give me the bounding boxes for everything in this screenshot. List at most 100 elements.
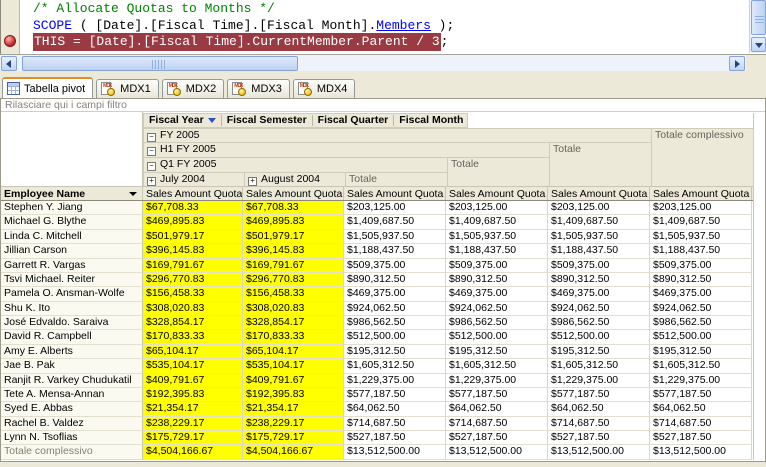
- quota-value-cell[interactable]: $409,791.67: [143, 373, 243, 388]
- quota-value-cell[interactable]: $469,375.00: [446, 287, 548, 302]
- column-field-button-fiscal-quarter[interactable]: Fiscal Quarter: [313, 115, 395, 126]
- quota-value-cell[interactable]: $512,500.00: [446, 330, 548, 345]
- year-header-cell[interactable]: FY 2005: [143, 128, 652, 143]
- tab-mdx1[interactable]: MDX MDX1: [96, 79, 159, 98]
- quota-value-cell[interactable]: $238,229.17: [143, 416, 243, 431]
- collapse-icon[interactable]: [147, 147, 156, 156]
- quota-value-cell[interactable]: $409,791.67: [243, 373, 344, 388]
- quota-value-cell[interactable]: $527,187.50: [446, 431, 548, 446]
- quarter-subtotal-header-cell[interactable]: Totale: [345, 172, 448, 187]
- quota-value-cell[interactable]: $1,505,937.50: [344, 229, 446, 245]
- quota-value-cell[interactable]: $1,188,437.50: [344, 244, 446, 259]
- quota-value-cell[interactable]: $1,605,312.50: [446, 359, 548, 374]
- quota-value-cell[interactable]: $1,409,687.50: [446, 215, 548, 230]
- quota-value-cell[interactable]: $924,062.50: [344, 301, 446, 316]
- scroll-right-button[interactable]: [729, 56, 745, 71]
- quota-value-cell[interactable]: $156,458.33: [243, 287, 344, 302]
- employee-name-cell[interactable]: Ranjit R. Varkey Chudukatil: [1, 373, 143, 388]
- quota-value-cell[interactable]: $21,354.17: [143, 402, 243, 417]
- quota-value-cell[interactable]: $67,708.33: [143, 201, 243, 216]
- quota-value-cell[interactable]: $469,375.00: [548, 287, 650, 302]
- scroll-down-button[interactable]: [751, 37, 766, 52]
- quota-value-cell[interactable]: $175,729.17: [243, 431, 344, 446]
- quota-value-cell[interactable]: $1,605,312.50: [548, 359, 650, 374]
- quota-value-cell[interactable]: $924,062.50: [548, 301, 650, 316]
- breakpoint-gutter[interactable]: [0, 0, 20, 55]
- employee-name-cell[interactable]: Linda C. Mitchell: [1, 229, 143, 245]
- quota-value-cell[interactable]: $169,791.67: [143, 258, 243, 273]
- quota-value-cell[interactable]: $1,409,687.50: [650, 215, 752, 230]
- quota-value-cell[interactable]: $986,562.50: [548, 316, 650, 331]
- quota-value-cell[interactable]: $1,505,937.50: [650, 229, 752, 245]
- dropdown-arrow-icon[interactable]: [207, 118, 216, 123]
- quota-value-cell[interactable]: $13,512,500.00: [344, 445, 446, 460]
- expand-icon[interactable]: [248, 177, 257, 186]
- quota-value-cell[interactable]: $890,312.50: [548, 272, 650, 288]
- quota-value-cell[interactable]: $65,104.17: [143, 344, 243, 360]
- column-field-button-fiscal-month[interactable]: Fiscal Month: [394, 115, 467, 126]
- tab-mdx4[interactable]: MDX MDX4: [292, 79, 356, 98]
- quota-value-cell[interactable]: $170,833.33: [143, 330, 243, 345]
- employee-name-cell[interactable]: Lynn N. Tsoflias: [1, 431, 143, 446]
- quota-value-cell[interactable]: $509,375.00: [446, 258, 548, 273]
- employee-name-cell[interactable]: David R. Campbell: [1, 330, 143, 345]
- tab-mdx2[interactable]: MDX MDX2: [161, 79, 225, 98]
- quota-value-cell[interactable]: $714,687.50: [344, 416, 446, 431]
- quota-value-cell[interactable]: $296,770.83: [243, 272, 344, 288]
- quota-value-cell[interactable]: $577,187.50: [650, 387, 752, 403]
- quota-value-cell[interactable]: $328,854.17: [243, 316, 344, 331]
- quota-value-cell[interactable]: $13,512,500.00: [650, 445, 752, 460]
- column-field-button-fiscal-year[interactable]: Fiscal Year: [144, 115, 222, 126]
- quota-value-cell[interactable]: $1,505,937.50: [548, 229, 650, 245]
- measure-header-cell[interactable]: Sales Amount Quota: [446, 187, 548, 200]
- dropdown-arrow-icon[interactable]: [129, 192, 137, 196]
- quota-value-cell[interactable]: $192,395.83: [143, 387, 243, 403]
- quota-value-cell[interactable]: $512,500.00: [650, 330, 752, 345]
- quota-value-cell[interactable]: $328,854.17: [143, 316, 243, 331]
- collapse-icon[interactable]: [147, 133, 156, 142]
- quota-value-cell[interactable]: $714,687.50: [650, 416, 752, 431]
- semester-subtotal-header-cell[interactable]: Totale: [447, 157, 550, 187]
- row-field-button[interactable]: Employee Name: [1, 187, 143, 200]
- quota-value-cell[interactable]: $308,020.83: [143, 301, 243, 316]
- quota-value-cell[interactable]: $1,505,937.50: [446, 229, 548, 245]
- employee-name-cell[interactable]: Stephen Y. Jiang: [1, 201, 143, 216]
- quota-value-cell[interactable]: $527,187.50: [650, 431, 752, 446]
- quota-value-cell[interactable]: $203,125.00: [446, 201, 548, 216]
- expand-icon[interactable]: [147, 177, 156, 186]
- employee-name-cell[interactable]: Jae B. Pak: [1, 359, 143, 374]
- tab-mdx3[interactable]: MDX MDX3: [227, 79, 290, 98]
- quota-value-cell[interactable]: $1,229,375.00: [548, 373, 650, 388]
- quota-value-cell[interactable]: $1,229,375.00: [344, 373, 446, 388]
- quota-value-cell[interactable]: $238,229.17: [243, 416, 344, 431]
- employee-name-cell[interactable]: Jillian Carson: [1, 244, 143, 259]
- quota-value-cell[interactable]: $396,145.83: [143, 244, 243, 259]
- quota-value-cell[interactable]: $203,125.00: [344, 201, 446, 216]
- scroll-left-button[interactable]: [1, 56, 17, 71]
- quota-value-cell[interactable]: $577,187.50: [344, 387, 446, 403]
- quota-value-cell[interactable]: $986,562.50: [344, 316, 446, 331]
- quota-value-cell[interactable]: $13,512,500.00: [446, 445, 548, 460]
- filter-drop-zone[interactable]: Rilasciare qui i campi filtro: [1, 99, 765, 112]
- quota-value-cell[interactable]: $308,020.83: [243, 301, 344, 316]
- breakpoint-icon[interactable]: [4, 35, 16, 47]
- quota-value-cell[interactable]: $195,312.50: [344, 344, 446, 360]
- quota-value-cell[interactable]: $64,062.50: [446, 402, 548, 417]
- quota-value-cell[interactable]: $67,708.33: [243, 201, 344, 216]
- employee-name-cell[interactable]: Shu K. Ito: [1, 301, 143, 316]
- employee-name-cell[interactable]: Tsvi Michael. Reiter: [1, 272, 143, 288]
- measure-header-cell[interactable]: Sales Amount Quota: [143, 187, 243, 200]
- quota-value-cell[interactable]: $501,979.17: [243, 229, 344, 245]
- semester-header-cell[interactable]: H1 FY 2005: [143, 142, 550, 158]
- quota-value-cell[interactable]: $396,145.83: [243, 244, 344, 259]
- quota-value-cell[interactable]: $195,312.50: [446, 344, 548, 360]
- quota-value-cell[interactable]: $924,062.50: [446, 301, 548, 316]
- quota-value-cell[interactable]: $527,187.50: [344, 431, 446, 446]
- quota-value-cell[interactable]: $890,312.50: [344, 272, 446, 288]
- quota-value-cell[interactable]: $203,125.00: [548, 201, 650, 216]
- employee-name-cell[interactable]: Rachel B. Valdez: [1, 416, 143, 431]
- grand-total-header-cell[interactable]: Totale complessivo: [651, 128, 754, 187]
- quota-value-cell[interactable]: $64,062.50: [548, 402, 650, 417]
- quota-value-cell[interactable]: $296,770.83: [143, 272, 243, 288]
- editor-horizontal-scrollbar[interactable]: [0, 54, 766, 72]
